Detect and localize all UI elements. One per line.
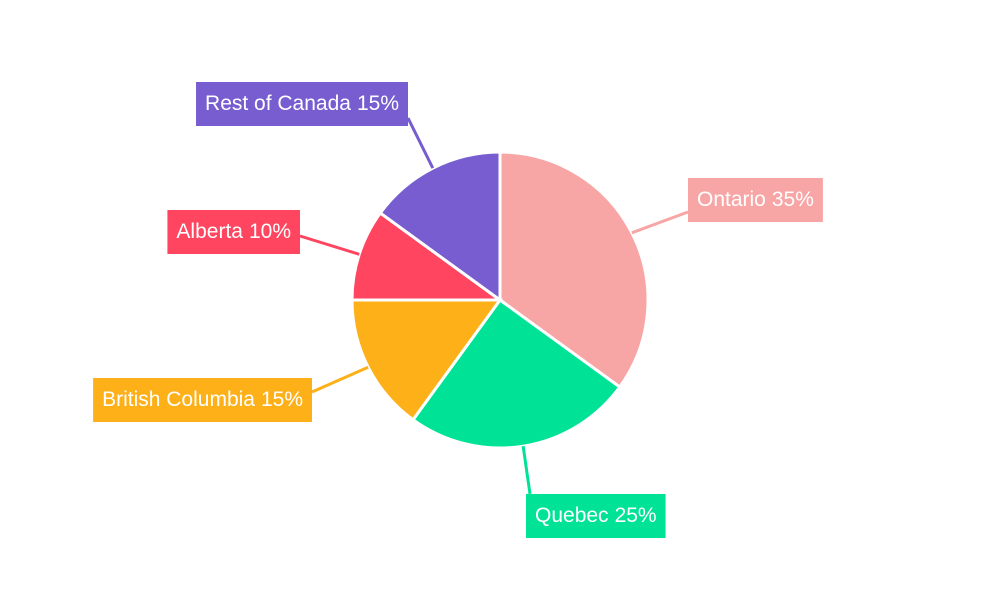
value-label: 25%: [615, 504, 657, 527]
value-label: 15%: [357, 92, 399, 115]
label-text: Quebec 25%: [535, 504, 657, 527]
category-label: Alberta: [176, 220, 243, 243]
label-box: [196, 82, 408, 126]
category-label: Quebec: [535, 504, 609, 527]
data-label: Rest of Canada 15%: [196, 82, 408, 126]
value-label: 15%: [261, 388, 303, 411]
label-text: Rest of Canada 15%: [205, 92, 399, 115]
label-box: [93, 378, 312, 422]
label-box: [167, 210, 300, 254]
label-box: [688, 178, 823, 222]
data-label: British Columbia 15%: [93, 378, 312, 422]
category-label: British Columbia: [102, 388, 255, 411]
data-label: Quebec 25%: [526, 494, 666, 538]
data-label: Alberta 10%: [167, 210, 300, 254]
label-box: [526, 494, 666, 538]
label-connector: [299, 234, 360, 256]
value-label: 10%: [249, 220, 291, 243]
label-connector: [406, 117, 435, 169]
label-connector: [521, 445, 532, 495]
category-label: Ontario: [697, 188, 766, 211]
label-connector: [311, 365, 369, 394]
pie-slice: [410, 297, 622, 450]
pie-slice: [498, 150, 650, 390]
category-label: Rest of Canada: [205, 92, 351, 115]
label-text: British Columbia 15%: [102, 388, 303, 411]
label-connector: [631, 210, 689, 235]
value-label: 35%: [772, 188, 814, 211]
label-text: Ontario 35%: [697, 188, 814, 211]
label-text: Alberta 10%: [176, 220, 291, 243]
data-label: Ontario 35%: [688, 178, 823, 222]
